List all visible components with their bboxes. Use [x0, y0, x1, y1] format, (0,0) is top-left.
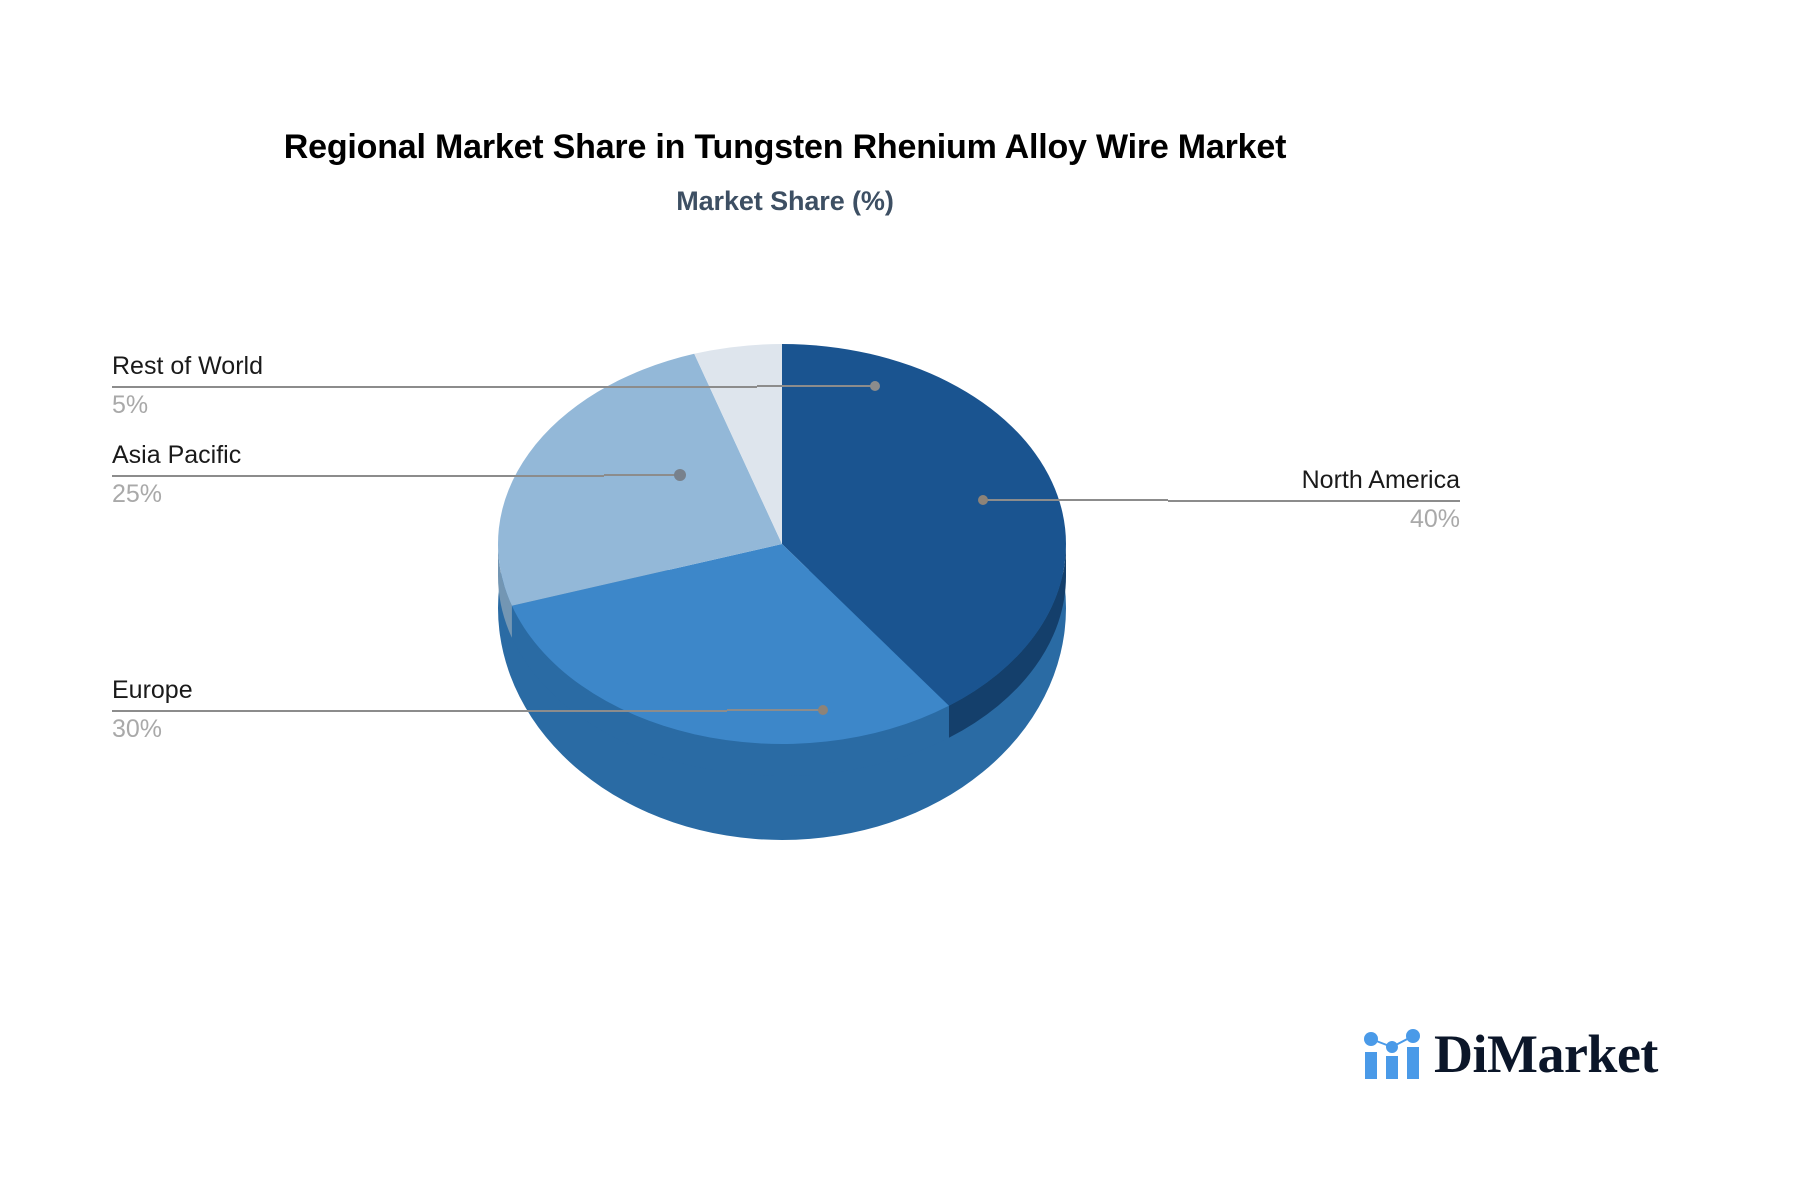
page-title: Regional Market Share in Tungsten Rheniu…	[283, 128, 1287, 166]
pie-side-europe	[511, 605, 949, 776]
callout-value-europe: 30%	[112, 714, 163, 743]
callout-north-america: North America 40%	[1168, 466, 1460, 534]
pie-side-asia-pacific	[498, 544, 512, 638]
chart-subtitle: Market Share (%)	[676, 186, 894, 216]
pie-slice-rest-of-world[interactable]	[694, 344, 782, 544]
callout-value-north-america: 40%	[1409, 504, 1460, 533]
callout-rule-north-america	[1168, 499, 1460, 502]
callout-value-rest-of-world: 5%	[112, 390, 149, 419]
callout-rule-europe	[112, 709, 727, 712]
pie-slice-north-america[interactable]	[782, 344, 1066, 706]
callout-asia-pacific: Asia Pacific 25%	[112, 441, 604, 509]
callout-label-asia-pacific: Asia Pacific	[112, 441, 242, 469]
pie-side-north-america	[948, 544, 1066, 738]
callout-rule-rest-of-world	[112, 385, 757, 388]
bar-chart-icon	[1364, 1029, 1420, 1079]
callout-rule-asia-pacific	[112, 474, 604, 477]
callout-label-europe: Europe	[112, 676, 193, 704]
pie-slice-asia-pacific[interactable]	[498, 353, 782, 606]
pie-chart-svg	[498, 344, 1066, 840]
callout-value-asia-pacific: 25%	[112, 479, 163, 508]
brand-wordmark: DiMarket	[1434, 1024, 1658, 1084]
callout-label-north-america: North America	[1301, 466, 1460, 494]
pie-slice-europe[interactable]	[511, 544, 949, 744]
callout-rest-of-world: Rest of World 5%	[112, 352, 757, 420]
brand-logo: DiMarket	[1363, 1027, 1658, 1081]
callout-europe: Europe 30%	[112, 676, 727, 744]
callout-label-rest-of-world: Rest of World	[112, 352, 263, 380]
pie-chart	[497, 320, 1067, 840]
